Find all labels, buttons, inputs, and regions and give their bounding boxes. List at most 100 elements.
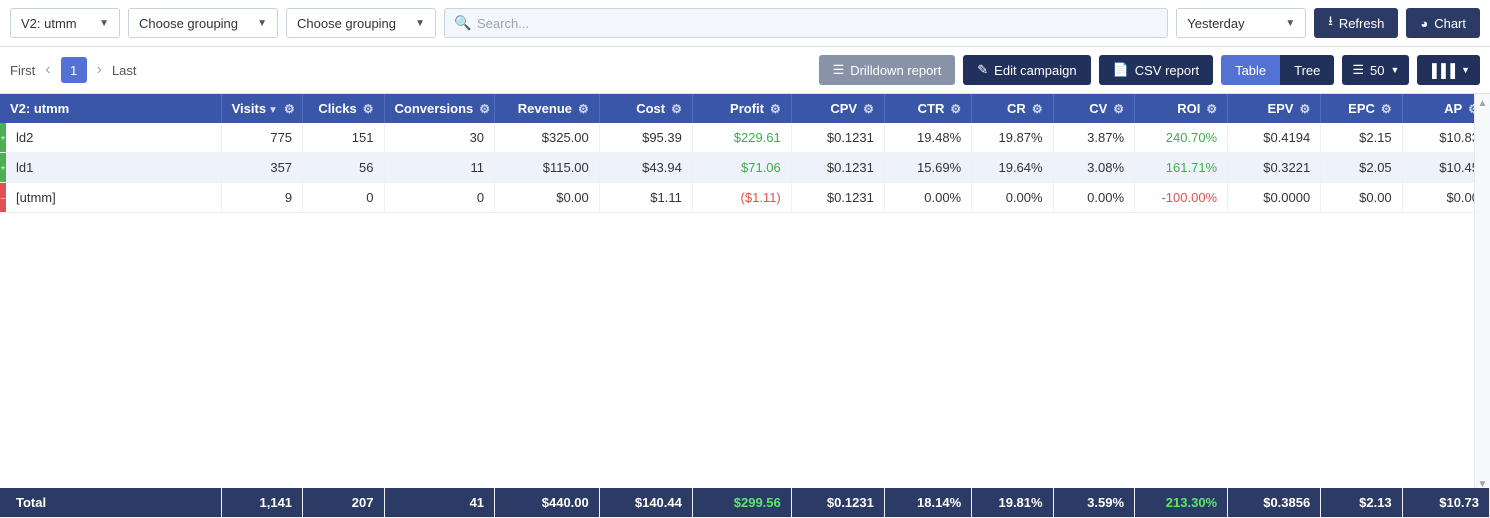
- row-profit-value: $71.06: [692, 153, 791, 183]
- row-epc-value: $2.05: [1321, 153, 1402, 183]
- gear-icon[interactable]: ⚙: [1299, 102, 1310, 116]
- prev-page-icon[interactable]: ‹: [45, 61, 50, 79]
- row-cost-value: $43.94: [599, 153, 692, 183]
- drilldown-label: Drilldown report: [850, 63, 941, 78]
- chevron-down-icon: ▼: [415, 18, 425, 29]
- table-header-row: V2: utmm Visits ▼ ⚙ Clicks ⚙ Conversions ⚙ R…: [0, 94, 1490, 123]
- gear-icon[interactable]: ⚙: [1032, 102, 1043, 116]
- table-scrollbar[interactable]: ▲ ▼: [1474, 94, 1490, 494]
- column-header-cpv[interactable]: CPV ⚙: [791, 94, 884, 123]
- column-layout-dropdown[interactable]: ▐▐▐ ▼: [1417, 55, 1480, 85]
- table-row[interactable]: + ld2 775 151 30 $325.00 $95.39 $229.61 …: [0, 123, 1490, 153]
- gear-icon[interactable]: ⚙: [578, 102, 589, 116]
- total-cost-value: $140.44: [599, 488, 692, 518]
- row-name-label: ld2: [16, 130, 33, 145]
- row-epc-value: $2.15: [1321, 123, 1402, 153]
- scroll-up-icon[interactable]: ▲: [1478, 94, 1488, 113]
- chart-button[interactable]: ◕ Chart: [1406, 8, 1480, 38]
- table-row[interactable]: – [utmm] 9 0 0 $0.00 $1.11 ($1.11) $0.12…: [0, 183, 1490, 213]
- total-epv-value: $0.3856: [1228, 488, 1321, 518]
- data-table-container: V2: utmm Visits ▼ ⚙ Clicks ⚙ Conversions ⚙ R…: [0, 94, 1490, 213]
- column-header-cv[interactable]: CV ⚙: [1053, 94, 1134, 123]
- column-header-revenue[interactable]: Revenue ⚙: [495, 94, 600, 123]
- row-profit-value: ($1.11): [692, 183, 791, 213]
- row-cr-value: 0.00%: [972, 183, 1053, 213]
- status-indicator-bar: +: [0, 153, 6, 182]
- pagination-control: First ‹ 1 › Last: [10, 57, 137, 83]
- gear-icon[interactable]: ⚙: [671, 102, 682, 116]
- gear-icon[interactable]: ⚙: [1113, 102, 1124, 116]
- column-header-cr[interactable]: CR ⚙: [972, 94, 1053, 123]
- column-header-epc[interactable]: EPC ⚙: [1321, 94, 1402, 123]
- chevron-down-icon: ▼: [1391, 65, 1400, 75]
- sort-arrow-icon: ▼: [268, 105, 278, 116]
- table-row[interactable]: + ld1 357 56 11 $115.00 $43.94 $71.06 $0…: [0, 153, 1490, 183]
- total-cv-value: 3.59%: [1053, 488, 1134, 518]
- search-input[interactable]: [444, 8, 1168, 38]
- row-visits-value: 775: [221, 123, 302, 153]
- grouping-1-label: Choose grouping: [139, 16, 238, 31]
- date-range-dropdown[interactable]: Yesterday ▼: [1176, 8, 1306, 38]
- column-header-profit[interactable]: Profit ⚙: [692, 94, 791, 123]
- row-visits-value: 9: [221, 183, 302, 213]
- column-header-conversions[interactable]: Conversions ⚙: [384, 94, 495, 123]
- column-header-clicks[interactable]: Clicks ⚙: [303, 94, 384, 123]
- total-ctr-value: 18.14%: [884, 488, 971, 518]
- total-epc-value: $2.13: [1321, 488, 1402, 518]
- column-header-name[interactable]: V2: utmm: [0, 94, 221, 123]
- drilldown-report-button[interactable]: ☰ Drilldown report: [819, 55, 956, 85]
- drilldown-icon: ☰: [833, 62, 845, 78]
- sub-toolbar: First ‹ 1 › Last ☰ Drilldown report ✎ Ed…: [0, 47, 1490, 94]
- row-revenue-value: $0.00: [495, 183, 600, 213]
- gear-icon[interactable]: ⚙: [950, 102, 961, 116]
- chevron-down-icon: ▼: [257, 18, 267, 29]
- column-header-epv[interactable]: EPV ⚙: [1228, 94, 1321, 123]
- tree-view-button[interactable]: Tree: [1280, 55, 1334, 85]
- gear-icon[interactable]: ⚙: [863, 102, 874, 116]
- page-size-dropdown[interactable]: ☰ 50 ▼: [1342, 55, 1409, 85]
- gear-icon[interactable]: ⚙: [1381, 102, 1392, 116]
- gear-icon[interactable]: ⚙: [770, 102, 781, 116]
- row-cpv-value: $0.1231: [791, 123, 884, 153]
- row-visits-value: 357: [221, 153, 302, 183]
- search-container: 🔍: [444, 8, 1168, 38]
- csv-report-button[interactable]: 📄 CSV report: [1099, 55, 1214, 85]
- row-cpv-value: $0.1231: [791, 183, 884, 213]
- row-ctr-value: 19.48%: [884, 123, 971, 153]
- row-revenue-value: $325.00: [495, 123, 600, 153]
- total-row: Total 1,141 207 41 $440.00 $140.44 $299.…: [0, 488, 1490, 518]
- grouping-dropdown-1[interactable]: Choose grouping ▼: [128, 8, 278, 38]
- total-clicks-value: 207: [303, 488, 384, 518]
- csv-icon: 📄: [1113, 62, 1129, 78]
- next-page-icon[interactable]: ›: [97, 61, 102, 79]
- column-header-ctr[interactable]: CTR ⚙: [884, 94, 971, 123]
- csv-report-label: CSV report: [1135, 63, 1199, 78]
- gear-icon[interactable]: ⚙: [363, 102, 374, 116]
- gear-icon[interactable]: ⚙: [1206, 102, 1217, 116]
- last-page-button[interactable]: Last: [112, 63, 137, 78]
- row-cost-value: $95.39: [599, 123, 692, 153]
- date-range-label: Yesterday: [1187, 16, 1244, 31]
- gear-icon[interactable]: ⚙: [479, 102, 490, 116]
- row-epv-value: $0.0000: [1228, 183, 1321, 213]
- refresh-label: Refresh: [1339, 16, 1385, 31]
- row-epc-value: $0.00: [1321, 183, 1402, 213]
- table-view-button[interactable]: Table: [1221, 55, 1280, 85]
- first-page-button[interactable]: First: [10, 63, 35, 78]
- refresh-button[interactable]: ⭳ Refresh: [1314, 8, 1398, 38]
- main-grouping-dropdown[interactable]: V2: utmm ▼: [10, 8, 120, 38]
- grouping-dropdown-2[interactable]: Choose grouping ▼: [286, 8, 436, 38]
- row-epv-value: $0.3221: [1228, 153, 1321, 183]
- chevron-down-icon: ▼: [1285, 18, 1295, 29]
- row-epv-value: $0.4194: [1228, 123, 1321, 153]
- edit-campaign-button[interactable]: ✎ Edit campaign: [963, 55, 1090, 85]
- gear-icon[interactable]: ⚙: [284, 102, 295, 116]
- column-header-cost[interactable]: Cost ⚙: [599, 94, 692, 123]
- current-page-number[interactable]: 1: [61, 57, 87, 83]
- row-cv-value: 0.00%: [1053, 183, 1134, 213]
- column-header-visits[interactable]: Visits ▼ ⚙: [221, 94, 302, 123]
- column-header-roi[interactable]: ROI ⚙: [1135, 94, 1228, 123]
- row-roi-value: 240.70%: [1135, 123, 1228, 153]
- row-conversions-value: 11: [384, 153, 495, 183]
- row-name-label: ld1: [16, 160, 33, 175]
